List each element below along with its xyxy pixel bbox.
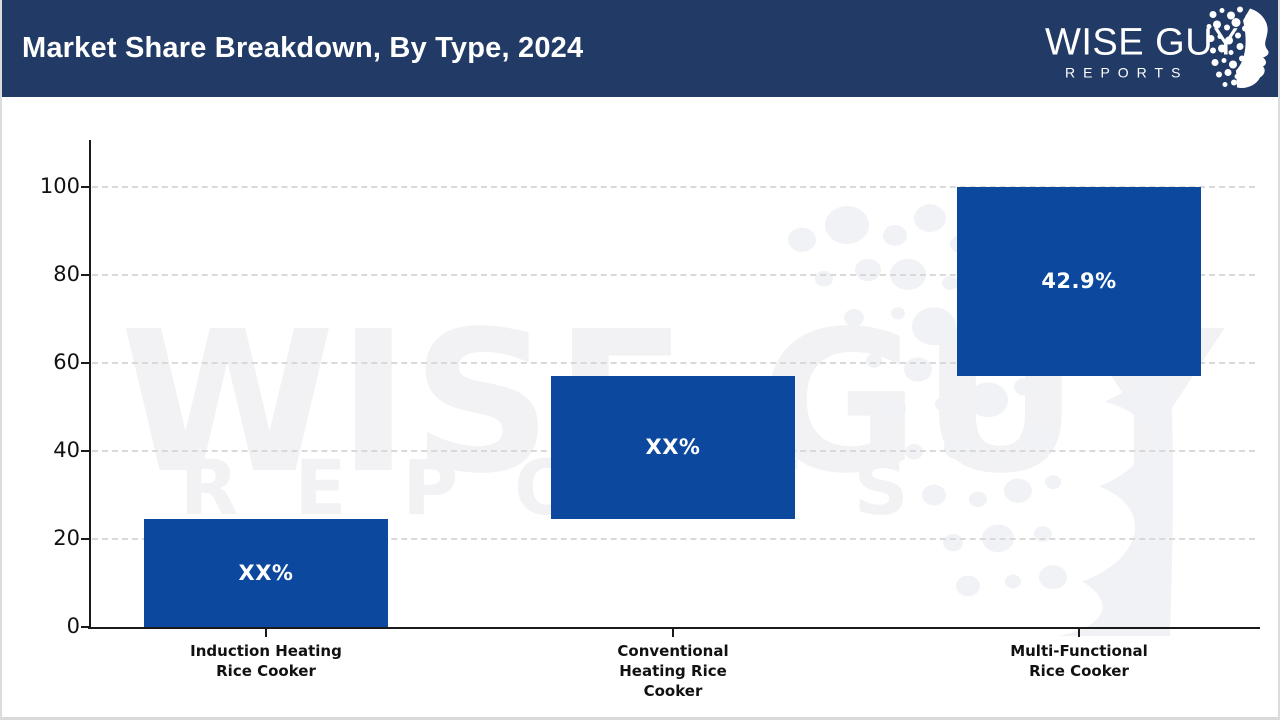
header-band: Market Share Breakdown, By Type, 2024 WI… xyxy=(2,0,1278,97)
y-axis-tick-label: 80 xyxy=(53,262,80,286)
y-axis-tick xyxy=(81,538,89,540)
x-axis-tick xyxy=(672,629,674,637)
bar-segment: XX% xyxy=(551,375,795,520)
wise-guy-reports-logo: WISE GUY REPORTS xyxy=(1045,6,1269,89)
y-axis-tick-label: 100 xyxy=(39,174,80,198)
gridline xyxy=(92,538,1255,540)
logo-wordmark: WISE GUY xyxy=(1045,22,1239,64)
bar-value-label: 42.9% xyxy=(1041,269,1117,294)
x-axis-tick xyxy=(265,629,267,637)
y-axis-tick-label: 0 xyxy=(66,614,80,638)
logo-face-icon xyxy=(1206,6,1269,89)
bar-value-label: XX% xyxy=(238,561,294,586)
bar-segment: XX% xyxy=(144,519,388,627)
y-axis-tick-label: 20 xyxy=(53,526,80,550)
category-label: Multi-Functional Rice Cooker xyxy=(1010,642,1148,680)
category-label: Induction Heating Rice Cooker xyxy=(190,642,342,680)
y-axis-tick xyxy=(81,450,89,452)
y-axis-tick-label: 40 xyxy=(53,438,80,462)
chart-title: Market Share Breakdown, By Type, 2024 xyxy=(22,32,584,64)
bar-segment: 42.9% xyxy=(957,187,1201,376)
y-axis-tick xyxy=(81,626,89,628)
y-axis-tick xyxy=(81,274,89,276)
gridline xyxy=(92,274,1255,276)
y-axis-tick xyxy=(81,186,89,188)
y-axis-tick-label: 60 xyxy=(53,350,80,374)
category-label: Conventional Heating Rice Cooker xyxy=(617,642,729,700)
y-axis-line xyxy=(89,140,91,629)
gridline xyxy=(92,186,1255,188)
logo-subtext: REPORTS xyxy=(1065,65,1188,81)
x-axis-line xyxy=(88,627,1260,629)
gridline xyxy=(92,362,1255,364)
bar-value-label: XX% xyxy=(645,435,701,460)
y-axis-tick xyxy=(81,362,89,364)
x-axis-tick xyxy=(1078,629,1080,637)
